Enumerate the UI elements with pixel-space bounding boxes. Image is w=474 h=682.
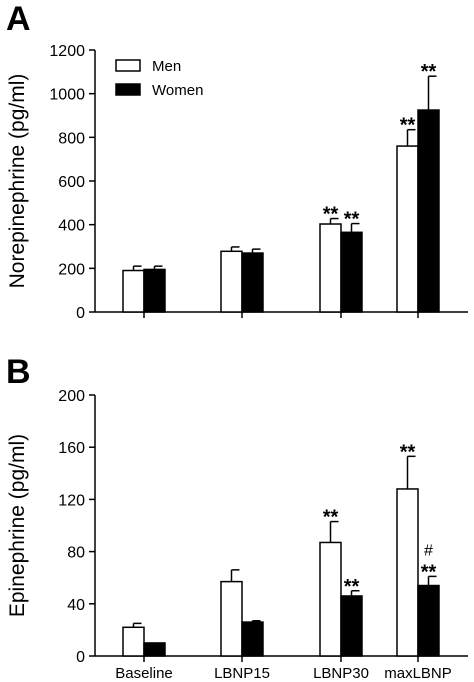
- women-bar: [417, 109, 440, 313]
- men-bar: [122, 269, 145, 313]
- y-tick-label: 0: [76, 305, 85, 322]
- women-bar: [241, 252, 264, 313]
- women-legend-label: Women: [152, 82, 203, 99]
- women-bar: [143, 268, 166, 313]
- significance-annotation: **: [323, 507, 339, 529]
- y-tick-label: 120: [58, 492, 85, 509]
- significance-annotation: **: [421, 61, 437, 83]
- significance-annotation: **: [344, 576, 360, 598]
- y-tick-label: 160: [58, 440, 85, 457]
- y-axis-label: Epinephrine (pg/ml): [6, 434, 29, 617]
- men-bar: [396, 145, 419, 313]
- y-tick-label: 800: [58, 130, 85, 147]
- men-bar: [122, 626, 145, 657]
- significance-annotation: **: [344, 209, 360, 231]
- y-tick-label: 200: [58, 261, 85, 278]
- significance-annotation: **: [421, 561, 437, 583]
- y-tick-label: 400: [58, 218, 85, 235]
- category-label: Baseline: [115, 665, 173, 682]
- panel-a-norepinephrine-chart: A 0 200 400 600 800 1000 1200 Norepinephrine (pg…: [6, 0, 468, 322]
- category-label: LBNP15: [214, 665, 270, 682]
- women-bar: [241, 621, 264, 657]
- men-bar: [220, 250, 243, 313]
- panel-label: B: [6, 353, 31, 391]
- men-bar: [396, 488, 419, 657]
- category-label: LBNP30: [313, 665, 369, 682]
- women-bar: [417, 584, 440, 657]
- significance-hash-annotation: #: [424, 542, 433, 559]
- significance-annotation: **: [400, 441, 416, 463]
- y-tick-label: 1200: [49, 43, 85, 60]
- men-bar: [319, 541, 342, 657]
- panel-label: A: [6, 0, 31, 38]
- men-legend-swatch: [115, 59, 141, 72]
- men-bar: [319, 223, 342, 313]
- women-legend-swatch: [115, 83, 141, 96]
- y-tick-label: 0: [76, 649, 85, 666]
- significance-annotation: **: [323, 204, 339, 226]
- women-bar: [143, 642, 166, 657]
- men-bar: [220, 580, 243, 657]
- significance-annotation: **: [400, 115, 416, 137]
- y-tick-label: 80: [67, 545, 85, 562]
- y-axis-label: Norepinephrine (pg/ml): [6, 74, 29, 289]
- category-label: maxLBNP: [384, 665, 452, 682]
- y-tick-label: 40: [67, 597, 85, 614]
- panel-b-epinephrine-chart: B 0 40 80 120 160 200 Epinephrine (pg/ml) Baseli…: [6, 353, 468, 682]
- women-bar: [340, 595, 363, 657]
- men-legend-label: Men: [152, 58, 181, 75]
- women-bar: [340, 231, 363, 313]
- y-tick-label: 200: [58, 388, 85, 405]
- y-tick-label: 1000: [49, 87, 85, 104]
- y-tick-label: 600: [58, 174, 85, 191]
